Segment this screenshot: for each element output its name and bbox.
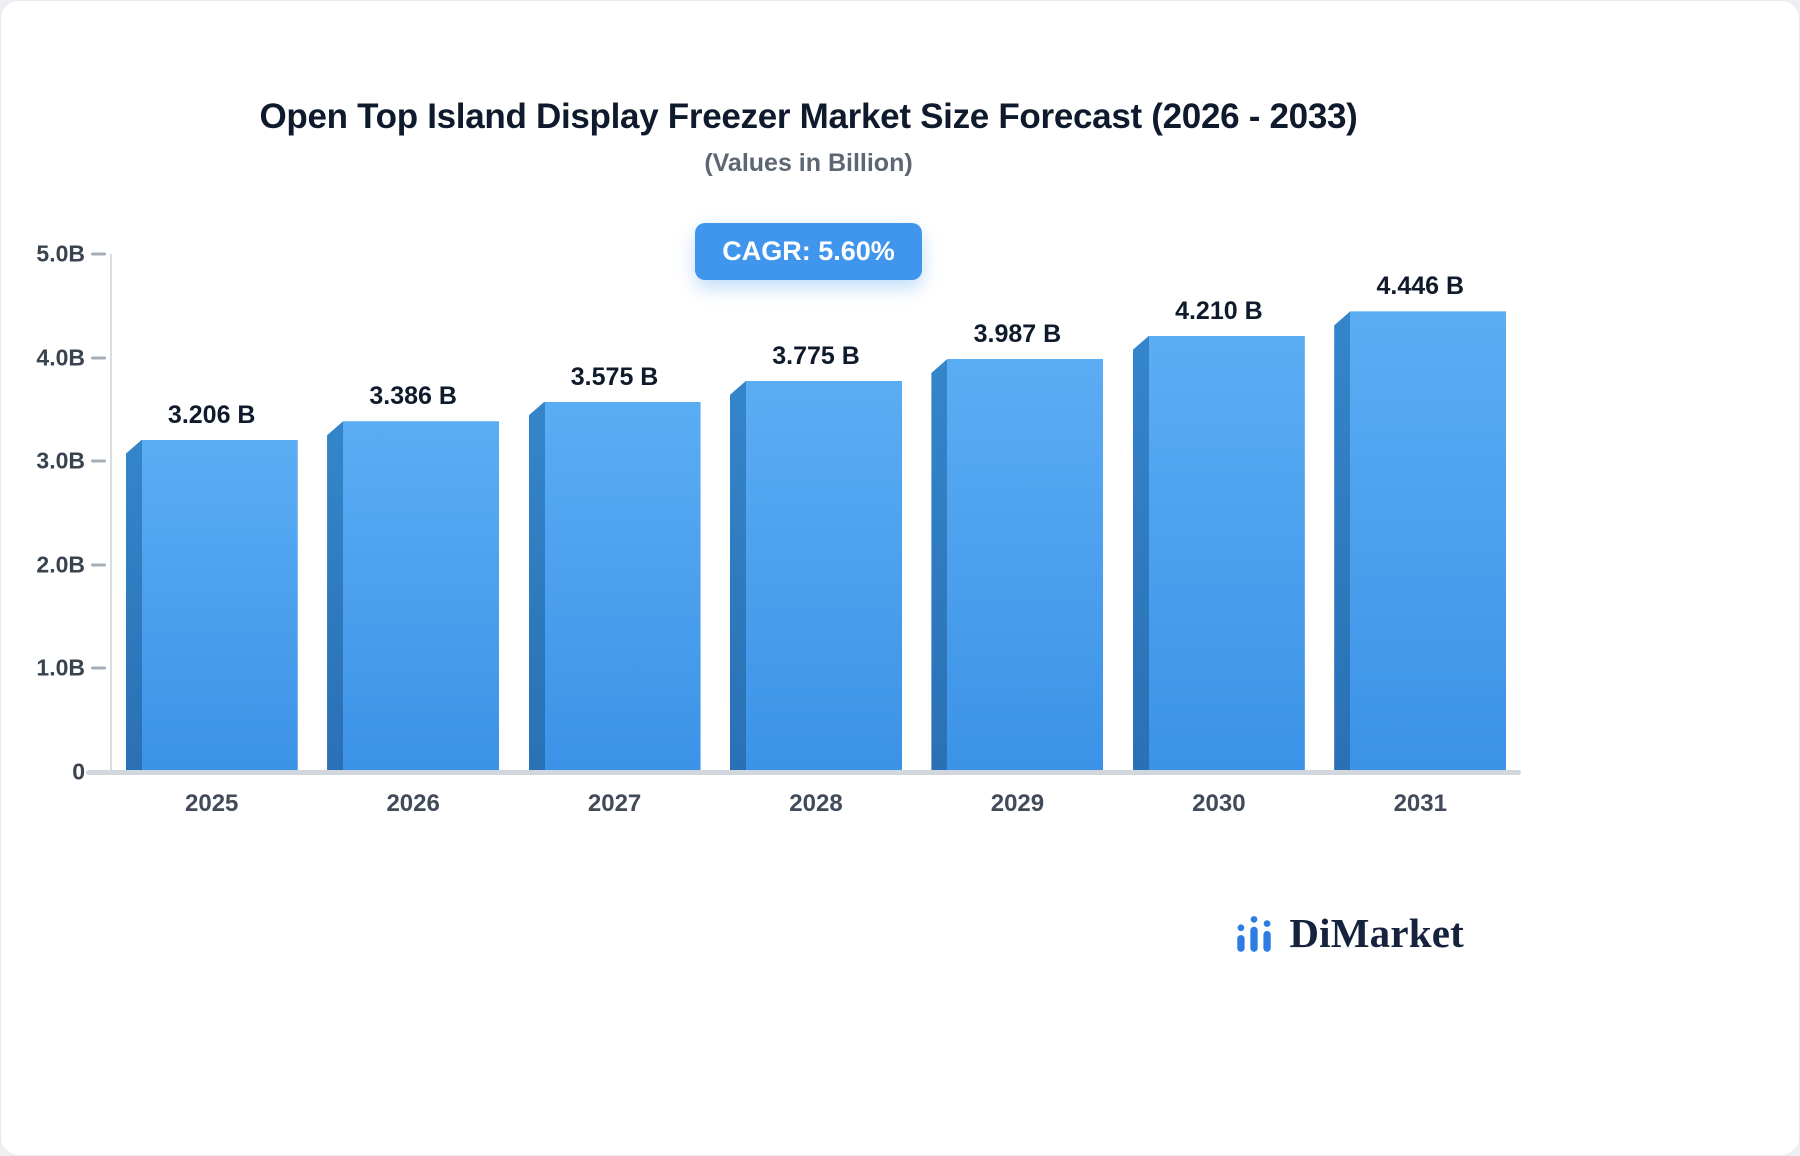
y-axis-tick-mark xyxy=(91,356,106,360)
bar xyxy=(528,401,701,772)
y-axis-tick-mark xyxy=(91,666,106,670)
y-axis-line xyxy=(110,254,112,772)
logo-text: DiMarket xyxy=(1289,910,1464,956)
plot-area: 0 1.0B 2.0B 3.0B 4.0B 5.0B 3.206 B 2025 3.386 B 2… xyxy=(36,241,1521,817)
chart-subtitle: (Values in Billion) xyxy=(704,149,913,177)
bar-value-label: 4.210 B xyxy=(1175,296,1263,325)
bar-value-label: 4.446 B xyxy=(1376,272,1465,301)
y-axis-tick-label: 0 xyxy=(72,758,85,785)
y-axis-tick-label: 1.0B xyxy=(36,654,85,681)
bar-value-label: 3.775 B xyxy=(772,341,860,370)
y-axis-tick-mark xyxy=(91,563,106,567)
bar-value-label: 3.206 B xyxy=(167,400,256,429)
x-axis-label: 2028 xyxy=(789,790,843,817)
bar xyxy=(1334,311,1507,772)
bar-value-label: 3.575 B xyxy=(570,362,659,391)
y-axis-tick-mark xyxy=(91,252,106,256)
x-axis-label: 2027 xyxy=(587,790,642,817)
y-axis-tick-label: 2.0B xyxy=(36,551,85,578)
dimarket-logo: DiMarket xyxy=(1231,909,1464,957)
x-axis-label: 2026 xyxy=(386,790,440,817)
bar-chart-icon xyxy=(1231,910,1277,956)
cagr-badge: CAGR: 5.60% xyxy=(695,223,922,280)
x-axis-label: 2029 xyxy=(990,790,1045,817)
x-axis-label: 2025 xyxy=(185,790,239,817)
y-axis-tick-label: 4.0B xyxy=(36,344,85,371)
chart-title: Open Top Island Display Freezer Market S… xyxy=(259,97,1358,136)
bar xyxy=(1132,335,1305,772)
y-axis-tick-label: 3.0B xyxy=(36,447,85,474)
y-axis-tick-mark xyxy=(91,459,106,463)
bar xyxy=(931,358,1104,772)
bar-value-label: 3.987 B xyxy=(973,319,1062,348)
badge-row: CAGR: 5.60% xyxy=(96,223,1521,280)
y-axis-tick-label: 5.0B xyxy=(36,240,85,267)
x-axis-baseline xyxy=(86,770,1521,775)
bar xyxy=(125,439,298,772)
bar-value-label: 3.386 B xyxy=(369,382,457,411)
bar xyxy=(730,380,902,772)
bar xyxy=(327,421,500,772)
x-axis-label: 2031 xyxy=(1393,790,1447,817)
x-axis-label: 2030 xyxy=(1192,790,1246,817)
